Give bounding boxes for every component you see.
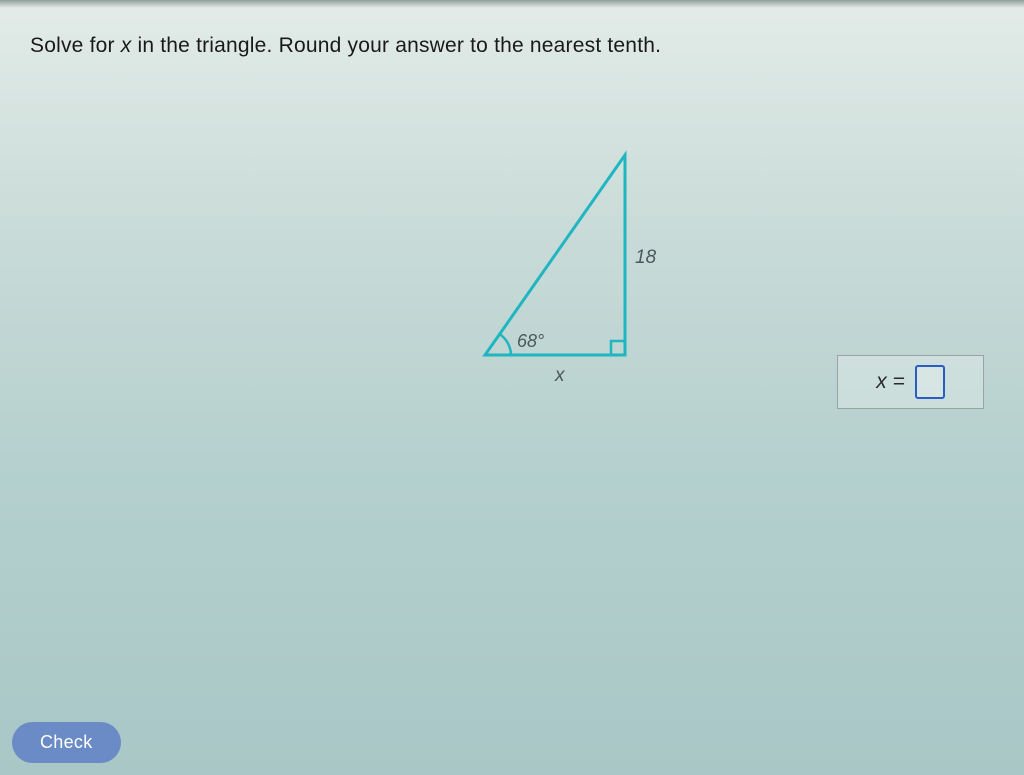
triangle-shape bbox=[485, 155, 625, 355]
exercise-page: Solve for x in the triangle. Round your … bbox=[0, 0, 1024, 775]
check-button[interactable]: Check bbox=[12, 722, 121, 763]
prompt-pre: Solve for bbox=[30, 34, 121, 57]
opposite-side-label: 18 bbox=[635, 247, 657, 268]
top-shadow bbox=[0, 0, 1024, 8]
answer-lhs: x = bbox=[876, 370, 905, 394]
right-angle-marker bbox=[611, 341, 625, 355]
prompt-variable: x bbox=[121, 34, 132, 57]
base-side-label: x bbox=[554, 365, 566, 386]
problem-prompt: Solve for x in the triangle. Round your … bbox=[30, 30, 994, 62]
triangle-figure: 68° 18 x bbox=[455, 135, 695, 400]
triangle-svg: 68° 18 x bbox=[455, 135, 695, 395]
prompt-post: in the triangle. Round your answer to th… bbox=[131, 34, 661, 57]
angle-arc bbox=[500, 334, 512, 355]
answer-box: x = bbox=[837, 355, 984, 409]
figure-area: 68° 18 x x = bbox=[0, 120, 1024, 420]
angle-label: 68° bbox=[517, 331, 544, 351]
answer-input[interactable] bbox=[915, 365, 945, 399]
